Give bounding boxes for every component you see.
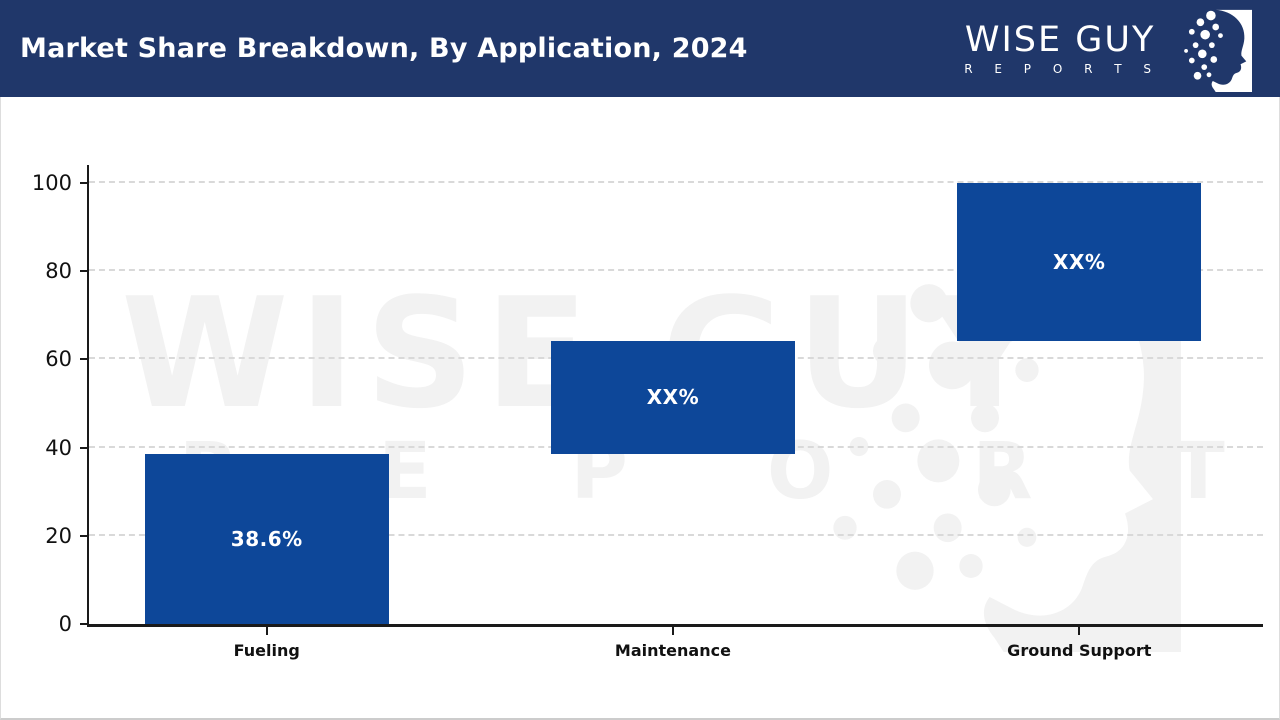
y-axis-tick (80, 623, 89, 625)
page-title: Market Share Breakdown, By Application, … (20, 33, 748, 64)
logo-wordmark: WISE GUY (964, 19, 1156, 60)
y-axis-tick (80, 534, 89, 537)
y-axis-label: 40 (45, 435, 72, 460)
logo-subtitle: R E P O R T S (964, 61, 1160, 76)
dotted-face-icon (1184, 9, 1252, 92)
x-axis-label: Maintenance (614, 641, 731, 660)
x-axis-tick (671, 627, 674, 635)
x-axis-tick (1078, 627, 1081, 635)
y-axis-label: 80 (45, 259, 72, 284)
x-axis-label: Ground Support (1007, 641, 1152, 660)
header-bar: Market Share Breakdown, By Application, … (0, 0, 1280, 97)
wise-guy-logo: WISE GUY R E P O R T S (960, 6, 1252, 92)
x-axis-label: Fueling (233, 641, 300, 660)
gridline (89, 181, 1263, 183)
gridline (89, 533, 1263, 536)
y-axis-tick (80, 270, 89, 273)
bar-value-label: 38.6% (230, 526, 303, 551)
y-axis-label: 60 (45, 347, 72, 372)
bar-fueling: 38.6% (144, 453, 389, 624)
y-axis-label: 0 (58, 612, 72, 636)
bar-maintenance: XX% (551, 340, 795, 454)
x-axis-tick (265, 627, 268, 635)
y-axis-tick (80, 358, 89, 361)
y-axis-tick (80, 446, 89, 449)
logo-text: WISE GUY R E P O R T S (960, 19, 1160, 76)
gridline (89, 269, 1263, 272)
bar-value-label: XX% (646, 385, 700, 410)
bar-value-label: XX% (1053, 249, 1106, 274)
bar-ground-support: XX% (957, 183, 1202, 341)
y-axis-label: 100 (31, 171, 72, 195)
chart-area: WISE GUY R E P O R T S 02040608010038.6%… (0, 97, 1280, 720)
plot-area: 0 20 40 60 80 100 38.6% Fueling XX% Maintenance XX… (32, 165, 1263, 660)
y-axis-label: 20 (45, 523, 72, 548)
y-axis-tick (80, 182, 89, 184)
